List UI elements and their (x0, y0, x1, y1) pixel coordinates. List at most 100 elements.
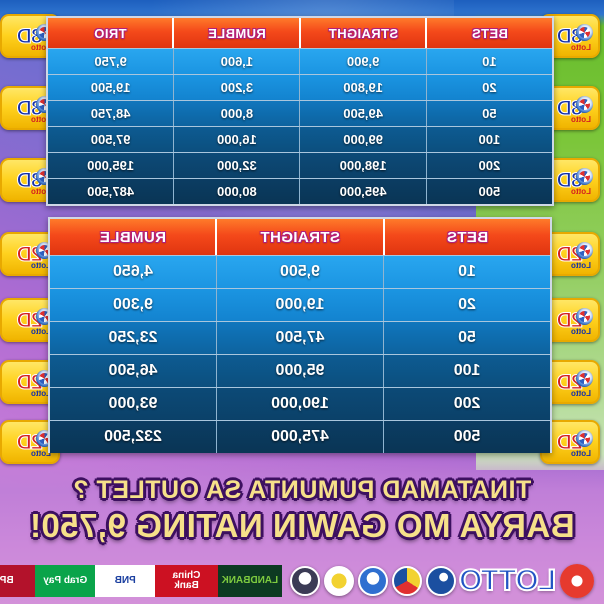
table-3d-cell-rumble: 8,000 (173, 101, 300, 126)
table-3d-header-label: STRAIGHT (328, 25, 399, 41)
bank-logo-label: PNB (114, 575, 136, 586)
table-3d-cell-straight: 49,500 (299, 101, 426, 126)
table-2d-cell-rumble: 23,250 (108, 329, 158, 346)
table-3d-cell-trio: 19,500 (90, 80, 131, 95)
pcso-flower-icon (560, 564, 594, 598)
table-2d-cell-bets: 10 (383, 256, 550, 288)
seal-icon-5 (289, 566, 320, 596)
table-row: 50 49,500 8,000 48,750 (48, 100, 552, 126)
badge-lotto-word: Lotto (571, 187, 591, 196)
seal-icon-3 (357, 566, 388, 596)
table-2d-cell-rumble: 9,300 (112, 296, 154, 313)
table-2d-cell-straight: 475,000 (216, 421, 383, 453)
lottery-ball-icon (576, 308, 593, 325)
badge-lotto-word: Lotto (571, 449, 591, 458)
table-3d-cell-rumble: 80,000 (173, 179, 300, 204)
bank-logo-landbank: LANDBANK (217, 565, 282, 597)
bank-logo-label: BPI (0, 575, 14, 586)
table-3d-cell-trio: 97,500 (90, 132, 131, 147)
bank-logo-label: Grab Pay (43, 575, 88, 586)
table-3d-cell-rumble: 3,200 (173, 75, 300, 100)
table-2d-header-rumble: RUMBLE (50, 219, 216, 255)
table-3d-cell-rumble: 16,000 (173, 127, 300, 152)
table-2d-header-bets: BETS (382, 219, 550, 255)
bank-logo-label: China Bank (172, 570, 201, 591)
table-row: 50 47,500 23,250 (50, 321, 550, 354)
table-3d-header-label: TRIO (93, 25, 127, 41)
headline-banner: TINATAMAD PUMUNTA SA OUTLET ? BARYA MO G… (0, 462, 604, 558)
table-3d-cell-bets: 200 (425, 153, 552, 178)
bank-logo-label: LANDBANK (221, 575, 279, 586)
table-row: 20 19,000 9,300 (50, 288, 550, 321)
table-3d-cell-straight: 9,900 (299, 49, 426, 74)
table-3d-cell-trio: 48,750 (90, 106, 131, 121)
badge-lotto-word: Lotto (571, 115, 591, 124)
table-row: 100 99,000 16,000 97,500 (48, 126, 552, 152)
table-3d-header-straight: STRAIGHT (299, 18, 426, 48)
table-row: 100 95,000 46,500 (50, 354, 550, 387)
lottery-ball-icon (576, 430, 593, 447)
lottery-ball-icon (576, 242, 593, 259)
lottery-ball-icon (576, 96, 593, 113)
table-3d-body: 10 9,900 1,600 9,750 20 19,800 3,200 19,500 50 49… (48, 48, 552, 204)
bank-logo-bpi: BPI (0, 565, 36, 597)
table-3d-cell-trio: 195,000 (87, 158, 135, 173)
table-2d-header-straight: STRAIGHT (215, 219, 383, 255)
table-3d-cell-bets: 10 (425, 49, 552, 74)
table-row: 10 9,500 4,650 (50, 255, 550, 288)
table-2d-header-label: STRAIGHT (260, 228, 340, 246)
table-2d-body: 10 9,500 4,650 20 19,000 9,300 50 47,500 23,250 1… (50, 255, 550, 453)
table-3d-cell-straight: 99,000 (299, 127, 426, 152)
table-row: 500 495,000 80,000 487,500 (48, 178, 552, 204)
table-3d-cell-bets: 20 (425, 75, 552, 100)
pcso-logo-group: LOTTO (289, 558, 604, 604)
table-2d-header-row: BETS STRAIGHT RUMBLE (50, 219, 550, 255)
table-2d-cell-rumble: 93,000 (108, 395, 158, 412)
bank-logo-chinabank: China Bank (155, 565, 218, 597)
table-2d-cell-straight: 19,000 (216, 289, 383, 321)
table-2d-cell-straight: 95,000 (216, 355, 383, 387)
table-2d-cell-bets: 20 (383, 289, 550, 321)
table-3d-cell-rumble: 32,000 (173, 153, 300, 178)
table-3d-header-bets: BETS (425, 18, 552, 48)
table-3d-header-label: BETS (471, 25, 508, 41)
table-2d-cell-bets: 100 (383, 355, 550, 387)
payout-table-2d: BETS STRAIGHT RUMBLE 10 9,500 4,650 20 19,000 9… (48, 217, 552, 453)
table-3d-cell-bets: 500 (425, 179, 552, 204)
table-row: 10 9,900 1,600 9,750 (48, 48, 552, 74)
table-3d-header-trio: TRIO (48, 18, 173, 48)
badge-lotto-word: Lotto (571, 327, 591, 336)
table-2d-cell-bets: 200 (383, 388, 550, 420)
table-3d-cell-trio: 487,500 (87, 184, 135, 199)
table-2d-cell-bets: 500 (383, 421, 550, 453)
table-3d-cell-bets: 50 (425, 101, 552, 126)
table-row: 20 19,800 3,200 19,500 (48, 74, 552, 100)
table-2d-cell-straight: 47,500 (216, 322, 383, 354)
table-3d-cell-bets: 100 (425, 127, 552, 152)
table-3d-cell-trio: 9,750 (94, 54, 127, 69)
table-3d-header-label: RUMBLE (207, 25, 266, 41)
seal-icon-1 (425, 566, 456, 596)
table-3d-cell-rumble: 1,600 (173, 49, 300, 74)
table-3d-header-rumble: RUMBLE (172, 18, 299, 48)
table-3d-header-row: BETS STRAIGHT RUMBLE TRIO (48, 18, 552, 48)
lottery-ball-icon (576, 24, 593, 41)
table-2d-cell-straight: 190,000 (216, 388, 383, 420)
lotto-wordmark: LOTTO (459, 563, 557, 598)
table-2d-header-label: BETS (446, 228, 489, 246)
headline-line-2: BARYA MO GAWIN NATING 9,750! (29, 506, 575, 544)
badge-lotto-word: Lotto (571, 389, 591, 398)
table-2d-cell-bets: 50 (383, 322, 550, 354)
table-3d-cell-straight: 198,000 (299, 153, 426, 178)
bank-logo-pnb: PNB (95, 565, 156, 597)
seal-icon-4 (323, 566, 354, 596)
table-3d-cell-straight: 495,000 (299, 179, 426, 204)
table-2d-cell-straight: 9,500 (216, 256, 383, 288)
table-3d-cell-straight: 19,800 (299, 75, 426, 100)
headline-line-1: TINATAMAD PUMUNTA SA OUTLET ? (72, 475, 532, 504)
badge-lotto-word: Lotto (571, 43, 591, 52)
badge-lotto-word: Lotto (571, 261, 591, 270)
